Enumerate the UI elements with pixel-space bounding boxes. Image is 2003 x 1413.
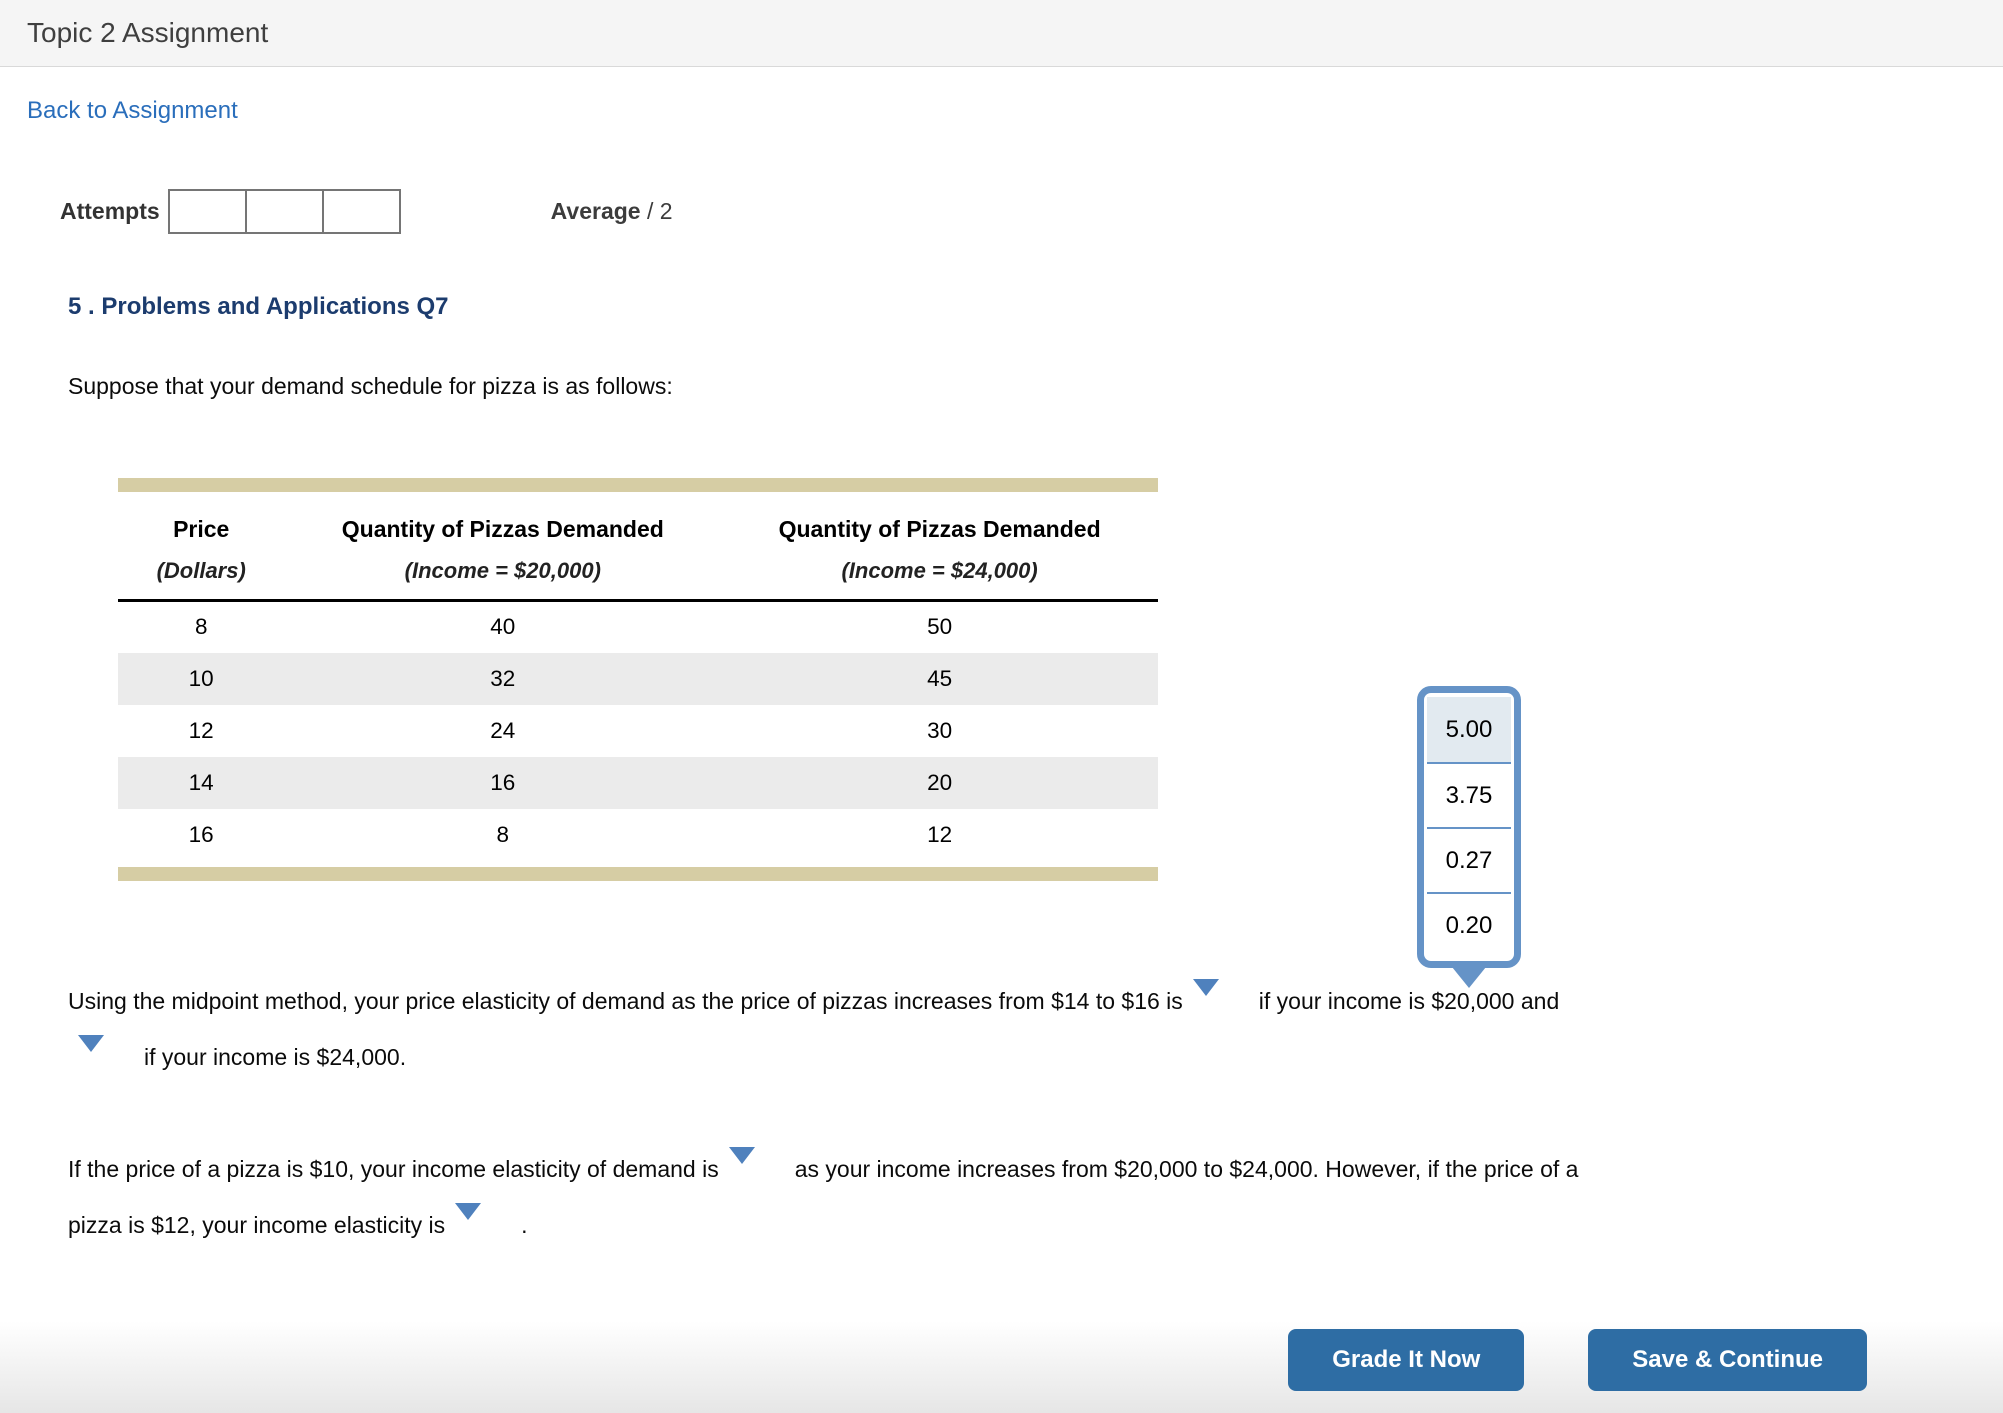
p2-text-3: pizza is $12, your income elasticity is [68,1211,446,1238]
table-row: 10 32 45 [118,652,1158,705]
table-bottom-band [118,866,1158,881]
col-header-qty-20k: Quantity of Pizzas Demanded (Income = $2… [284,492,722,602]
p1-text-1: Using the midpoint method, your price el… [68,987,1183,1014]
average-label: Average [550,197,641,224]
top-bar: Topic 2 Assignment [0,0,2003,67]
attempt-box-2 [244,188,324,234]
chevron-down-icon [1192,978,1219,1022]
chevron-down-icon [78,1034,104,1078]
p1-text-3: if your income is $24,000. [144,1043,407,1070]
dropdown-option[interactable]: 3.75 [1427,762,1511,827]
page-title: Topic 2 Assignment [27,17,269,48]
dropdown-option[interactable]: 0.27 [1427,827,1511,892]
attempts-label: Attempts [60,197,160,224]
demand-schedule-table: Price (Dollars) Quantity of Pizzas Deman… [118,478,1158,881]
col-header-qty-24k: Quantity of Pizzas Demanded (Income = $2… [721,492,1158,602]
average-score: Average / 2 [551,198,673,225]
attempt-box-1 [167,188,247,234]
p1-text-2: if your income is $20,000 and [1258,987,1560,1014]
table-row: 12 24 30 [188,717,953,743]
chevron-down-icon [728,1146,755,1190]
dropdown-option-list: 5.00 3.75 0.27 0.20 [1417,686,1521,988]
income-elasticity-10-dropdown[interactable] [728,1146,785,1201]
col-header-price: Price (Dollars) [118,492,285,602]
save-continue-button[interactable]: Save & Continue [1588,1328,1867,1391]
attempt-box-3 [321,188,401,234]
elasticity-20k-dropdown[interactable] [1192,978,1249,1033]
p2-text-2: as your income increases from $20,000 to… [794,1155,1579,1182]
dropdown-option[interactable]: 0.20 [1427,892,1511,957]
elasticity-24k-dropdown[interactable] [78,1034,134,1089]
p2-text-4: . [521,1211,528,1238]
attempt-boxes [167,188,401,234]
chevron-down-icon [455,1202,482,1246]
dropdown-option[interactable]: 5.00 [1427,697,1511,762]
question-paragraph-2: If the price of a pizza is $10, your inc… [68,1145,2003,1257]
table-top-band [118,478,1158,492]
grade-it-now-button[interactable]: Grade It Now [1288,1328,1525,1391]
question-paragraph-1: Using the midpoint method, your price el… [68,977,2003,1089]
average-value: / 2 [647,197,673,224]
action-buttons-row: Grade It Now Save & Continue [0,1328,1867,1391]
table-row: 8 40 50 [194,614,953,640]
p2-text-1: If the price of a pizza is $10, your inc… [68,1155,719,1182]
attempts-row: Attempts Average / 2 [60,187,2003,235]
table-row: 14 16 20 [118,756,1158,809]
income-elasticity-12-dropdown[interactable] [455,1202,511,1257]
table-header-row: Price (Dollars) Quantity of Pizzas Deman… [118,492,1158,602]
table-row: 16 8 12 [188,821,953,847]
dropdown-pointer-icon [1452,967,1486,988]
back-to-assignment-link[interactable]: Back to Assignment [27,97,238,124]
question-intro: Suppose that your demand schedule for pi… [68,373,673,399]
question-heading: 5 . Problems and Applications Q7 [68,293,449,320]
